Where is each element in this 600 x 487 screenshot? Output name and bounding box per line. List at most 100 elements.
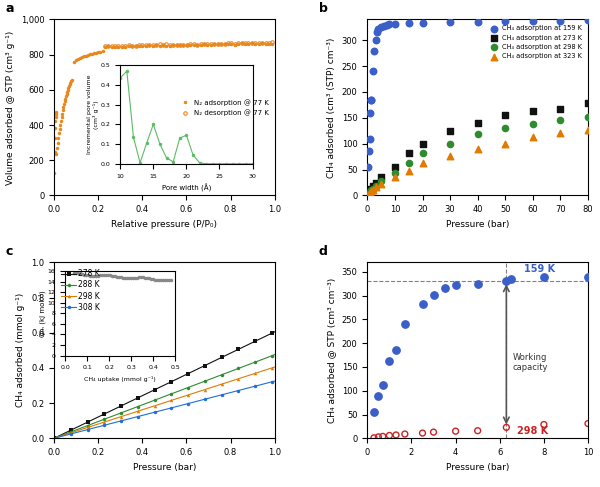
N₂ desorption @ 77 K	[269, 39, 276, 45]
288 K	[182, 386, 189, 392]
N₂ adsorption @ 77 K	[259, 40, 266, 46]
N₂ adsorption @ 77 K	[52, 111, 59, 117]
N₂ adsorption @ 77 K	[50, 170, 58, 176]
CH₄ adsorption at 273 K	[390, 163, 400, 171]
298 K	[182, 393, 189, 399]
N₂ adsorption @ 77 K	[122, 44, 129, 50]
X-axis label: Pressure (bar): Pressure (bar)	[446, 220, 509, 229]
N₂ desorption @ 77 K	[245, 40, 252, 46]
308 K	[148, 410, 155, 416]
CH₄ adsorption at 323 K	[418, 159, 427, 167]
N₂ desorption @ 77 K	[156, 41, 163, 47]
CH₄ adsorption at 323 K	[365, 189, 374, 197]
298 K	[193, 390, 200, 395]
N₂ desorption @ 77 K	[108, 43, 115, 49]
CH₄ adsorption at 159 K	[385, 20, 394, 28]
288 K	[148, 398, 155, 404]
CH₄ adsorption at 323 K	[500, 140, 510, 148]
N₂ adsorption @ 77 K	[146, 42, 153, 48]
Text: b: b	[319, 2, 328, 16]
Point	[502, 278, 511, 285]
CH₄ adsorption at 298 K	[364, 190, 374, 198]
CH₄ adsorption at 273 K	[556, 105, 565, 112]
CH₄ adsorption at 298 K	[473, 131, 482, 138]
Text: d: d	[319, 245, 328, 258]
Point	[385, 357, 394, 365]
CH₄ adsorption at 273 K	[583, 99, 593, 107]
308 K	[184, 401, 191, 407]
CH₄ adsorption at 323 K	[445, 152, 455, 160]
N₂ desorption @ 77 K	[235, 40, 242, 46]
CH₄ adsorption at 159 K	[368, 67, 377, 75]
N₂ desorption @ 77 K	[187, 41, 194, 47]
CH₄ adsorption at 273 K	[418, 140, 427, 148]
298 K	[246, 372, 253, 378]
CH₄ adsorption at 298 K	[364, 190, 373, 198]
Line: 278 K: 278 K	[52, 330, 277, 440]
CH₄ adsorption at 323 K	[371, 183, 380, 191]
CH₄ adsorption at 159 K	[418, 19, 427, 26]
N₂ desorption @ 77 K	[132, 43, 139, 49]
CH₄ adsorption at 273 K	[364, 190, 373, 198]
CH₄ adsorption at 273 K	[473, 119, 482, 127]
Text: 298 K: 298 K	[517, 426, 548, 435]
Line: 288 K: 288 K	[52, 353, 277, 440]
CH₄ adsorption at 323 K	[404, 167, 413, 174]
CH₄ adsorption at 273 K	[368, 182, 377, 190]
N₂ desorption @ 77 K	[231, 41, 238, 47]
308 K	[271, 378, 278, 384]
CH₄ adsorption at 323 K	[376, 180, 386, 188]
N₂ desorption @ 77 K	[166, 42, 173, 48]
278 K	[148, 388, 155, 394]
CH₄ adsorption at 159 K	[583, 16, 593, 24]
N₂ desorption @ 77 K	[200, 41, 208, 47]
Point	[502, 424, 511, 431]
CH₄ adsorption at 273 K	[528, 107, 538, 115]
Point	[583, 420, 593, 428]
Point	[369, 434, 379, 442]
CH₄ adsorption at 298 K	[365, 188, 375, 196]
CH₄ adsorption at 159 K	[364, 148, 374, 155]
Point	[473, 427, 482, 434]
N₂ desorption @ 77 K	[160, 42, 167, 48]
Line: 308 K: 308 K	[52, 379, 277, 440]
N₂ desorption @ 77 K	[214, 41, 221, 47]
Point	[451, 427, 460, 435]
298 K	[184, 392, 191, 398]
Legend: N₂ adsorption @ 77 K, N₂ desorption @ 77 K: N₂ adsorption @ 77 K, N₂ desorption @ 77…	[175, 96, 271, 119]
CH₄ adsorption at 273 K	[367, 185, 376, 193]
Point	[391, 431, 401, 439]
CH₄ adsorption at 323 K	[556, 130, 565, 137]
Point	[539, 421, 548, 429]
Text: c: c	[5, 245, 13, 258]
N₂ desorption @ 77 K	[176, 41, 184, 47]
Point	[400, 320, 410, 328]
CH₄ adsorption at 159 K	[390, 20, 400, 28]
278 K	[271, 329, 278, 335]
N₂ desorption @ 77 K	[255, 40, 262, 46]
N₂ desorption @ 77 K	[163, 41, 170, 47]
N₂ desorption @ 77 K	[112, 43, 119, 49]
N₂ desorption @ 77 K	[180, 42, 187, 48]
Point	[385, 431, 394, 439]
N₂ desorption @ 77 K	[248, 40, 256, 46]
Text: 159 K: 159 K	[524, 264, 555, 274]
N₂ desorption @ 77 K	[104, 43, 112, 49]
Point	[429, 428, 439, 436]
Text: Working
capacity: Working capacity	[513, 353, 548, 372]
Line: N₂ adsorption @ 77 K: N₂ adsorption @ 77 K	[52, 41, 274, 174]
CH₄ adsorption at 273 K	[500, 112, 510, 119]
288 K	[184, 385, 191, 391]
N₂ desorption @ 77 K	[228, 40, 235, 46]
N₂ desorption @ 77 K	[207, 41, 214, 47]
Point	[400, 430, 410, 438]
N₂ desorption @ 77 K	[115, 43, 122, 49]
CH₄ adsorption at 298 K	[583, 113, 593, 121]
278 K	[246, 341, 253, 347]
CH₄ adsorption at 323 K	[364, 191, 373, 199]
278 K	[201, 363, 208, 369]
CH₄ adsorption at 159 K	[370, 47, 379, 55]
CH₄ adsorption at 298 K	[376, 178, 386, 186]
CH₄ adsorption at 159 K	[500, 17, 510, 25]
X-axis label: Relative pressure (P/P₀): Relative pressure (P/P₀)	[112, 220, 217, 229]
